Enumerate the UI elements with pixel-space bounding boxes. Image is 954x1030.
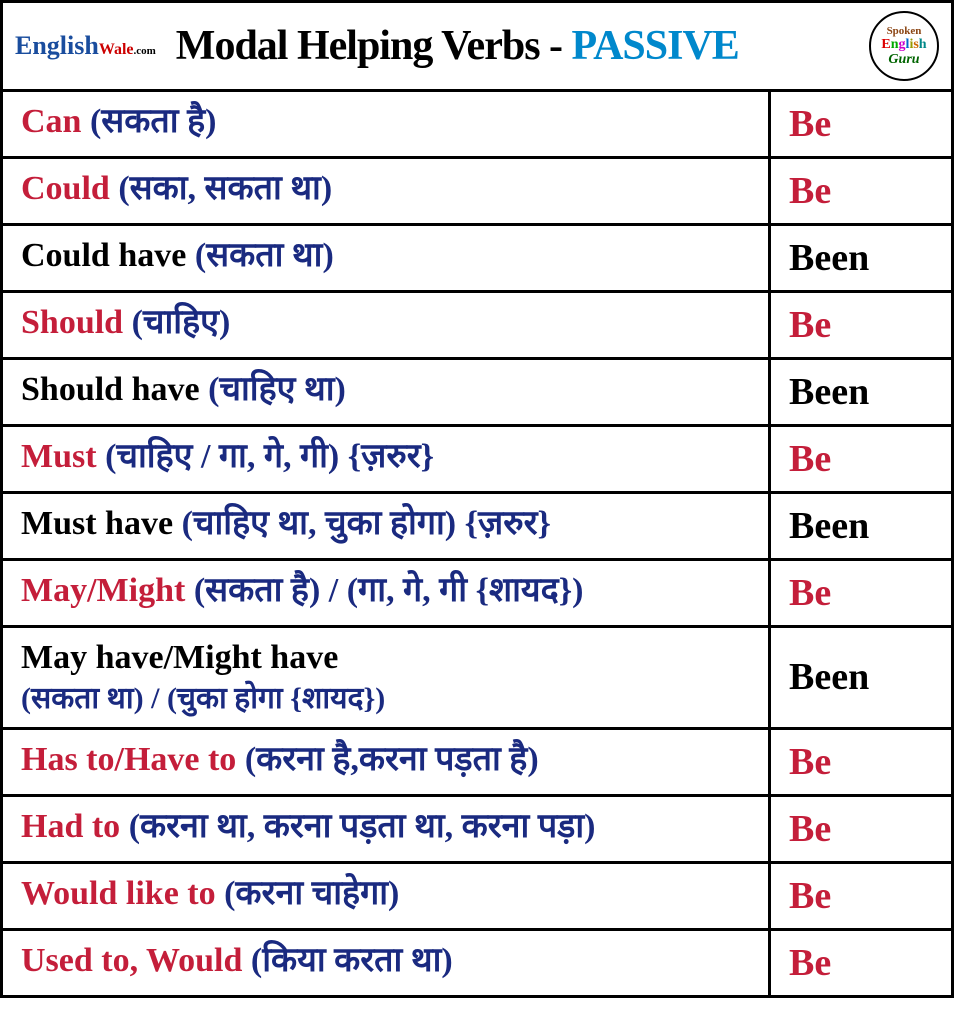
passive-form: Been xyxy=(789,655,869,699)
modal-cell: Can (सकता है) xyxy=(3,92,771,156)
passive-cell: Be xyxy=(771,293,951,357)
passive-form: Be xyxy=(789,437,831,481)
passive-form: Be xyxy=(789,169,831,213)
table-body: Can (सकता है)BeCould (सका, सकता था)BeCou… xyxy=(3,92,951,995)
passive-form: Been xyxy=(789,504,869,548)
modal-cell: Should have (चाहिए था) xyxy=(3,360,771,424)
table-row: Should (चाहिए) Be xyxy=(3,293,951,360)
hindi-translation: (सकता था) xyxy=(195,237,334,274)
hindi-translation: (करना चाहेगा) xyxy=(224,875,399,912)
page-title: Modal Helping Verbs - PASSIVE xyxy=(176,22,869,70)
modal-verb: Must xyxy=(21,438,97,475)
modal-verb: Can xyxy=(21,103,81,140)
table-row: Had to (करना था, करना पड़ता था, करना पड़… xyxy=(3,797,951,864)
table-row: Could have (सकता था) Been xyxy=(3,226,951,293)
hindi-translation: (सकता है) xyxy=(90,103,216,140)
logo-right-english: English xyxy=(881,37,926,52)
passive-cell: Be xyxy=(771,427,951,491)
logo-text-wale: Wale xyxy=(99,41,134,58)
passive-form: Be xyxy=(789,571,831,615)
modal-cell: Has to/Have to (करना है,करना पड़ता है) xyxy=(3,730,771,794)
hindi-translation: (करना था, करना पड़ता था, करना पड़ा) xyxy=(129,808,596,845)
table-row: Can (सकता है) Be xyxy=(3,92,951,159)
passive-cell: Be xyxy=(771,730,951,794)
passive-cell: Be xyxy=(771,931,951,995)
hindi-translation: (चाहिए था, चुका होगा) {ज़रुर} xyxy=(182,505,551,542)
passive-form: Be xyxy=(789,102,831,146)
modal-verb: Would like to xyxy=(21,875,216,912)
passive-cell: Be xyxy=(771,561,951,625)
table-row: Must have (चाहिए था, चुका होगा) {ज़रुर} B… xyxy=(3,494,951,561)
table-row: Could (सका, सकता था) Be xyxy=(3,159,951,226)
modal-cell: Used to, Would (किया करता था) xyxy=(3,931,771,995)
modal-cell: Had to (करना था, करना पड़ता था, करना पड़… xyxy=(3,797,771,861)
table-row: Used to, Would (किया करता था) Be xyxy=(3,931,951,995)
passive-cell: Been xyxy=(771,494,951,558)
passive-form: Be xyxy=(789,807,831,851)
title-main: Modal Helping Verbs - xyxy=(176,23,572,69)
modal-verb: Could have xyxy=(21,237,186,274)
logo-text-english: English xyxy=(15,31,99,60)
modal-verb: Has to/Have to xyxy=(21,741,236,778)
modal-cell: Would like to (करना चाहेगा) xyxy=(3,864,771,928)
logo-right-spoken: Spoken xyxy=(887,25,922,37)
hindi-translation: (किया करता था) xyxy=(251,942,453,979)
modal-verb: Must have xyxy=(21,505,173,542)
hindi-translation: (चाहिए / गा, गे, गी) {ज़रुर} xyxy=(105,438,434,475)
passive-form: Be xyxy=(789,740,831,784)
modal-cell: May have/Might have (सकता था) / (चुका होग… xyxy=(3,628,771,727)
logo-text-dotcom: .com xyxy=(134,45,156,57)
passive-form: Been xyxy=(789,236,869,280)
table-row: Should have (चाहिए था) Been xyxy=(3,360,951,427)
hindi-translation: (सकता था) / (चुका होगा {शायद}) xyxy=(21,681,750,717)
table-row: Must (चाहिए / गा, गे, गी) {ज़रुर} Be xyxy=(3,427,951,494)
passive-cell: Be xyxy=(771,159,951,223)
modal-verb: Had to xyxy=(21,808,120,845)
modal-verb: Should xyxy=(21,304,123,341)
modal-verb: Should have xyxy=(21,371,200,408)
hindi-translation: (चाहिए था) xyxy=(208,371,346,408)
passive-form: Be xyxy=(789,303,831,347)
header-row: EnglishWale.com Modal Helping Verbs - PA… xyxy=(3,3,951,92)
logo-right-guru: Guru xyxy=(888,52,919,67)
modal-cell: Could have (सकता था) xyxy=(3,226,771,290)
passive-form: Been xyxy=(789,370,869,414)
passive-cell: Been xyxy=(771,360,951,424)
modal-verb: May/Might xyxy=(21,572,185,609)
table-row: May/Might (सकता है) / (गा, गे, गी {शायद}… xyxy=(3,561,951,628)
passive-cell: Been xyxy=(771,628,951,727)
logo-englishwale: EnglishWale.com xyxy=(15,33,156,59)
modal-verbs-table: EnglishWale.com Modal Helping Verbs - PA… xyxy=(0,0,954,998)
hindi-translation: (सकता है) / (गा, गे, गी {शायद}) xyxy=(194,572,584,609)
modal-cell: Must (चाहिए / गा, गे, गी) {ज़रुर} xyxy=(3,427,771,491)
modal-verb: Used to, Would xyxy=(21,942,242,979)
table-row: Has to/Have to (करना है,करना पड़ता है) Be xyxy=(3,730,951,797)
passive-form: Be xyxy=(789,941,831,985)
modal-cell: Could (सका, सकता था) xyxy=(3,159,771,223)
passive-cell: Been xyxy=(771,226,951,290)
passive-form: Be xyxy=(789,874,831,918)
table-row: Would like to (करना चाहेगा) Be xyxy=(3,864,951,931)
modal-verb: Could xyxy=(21,170,110,207)
modal-cell: Should (चाहिए) xyxy=(3,293,771,357)
modal-cell: May/Might (सकता है) / (गा, गे, गी {शायद}… xyxy=(3,561,771,625)
logo-spoken-english-guru: Spoken English Guru xyxy=(869,11,939,81)
passive-cell: Be xyxy=(771,92,951,156)
table-row: May have/Might have (सकता था) / (चुका होग… xyxy=(3,628,951,730)
hindi-translation: (चाहिए) xyxy=(132,304,231,341)
passive-cell: Be xyxy=(771,797,951,861)
title-passive: PASSIVE xyxy=(572,23,739,69)
modal-cell: Must have (चाहिए था, चुका होगा) {ज़रुर} xyxy=(3,494,771,558)
hindi-translation: (सका, सकता था) xyxy=(118,170,332,207)
hindi-translation: (करना है,करना पड़ता है) xyxy=(245,741,539,778)
modal-verb: May have/Might have xyxy=(21,639,338,676)
passive-cell: Be xyxy=(771,864,951,928)
